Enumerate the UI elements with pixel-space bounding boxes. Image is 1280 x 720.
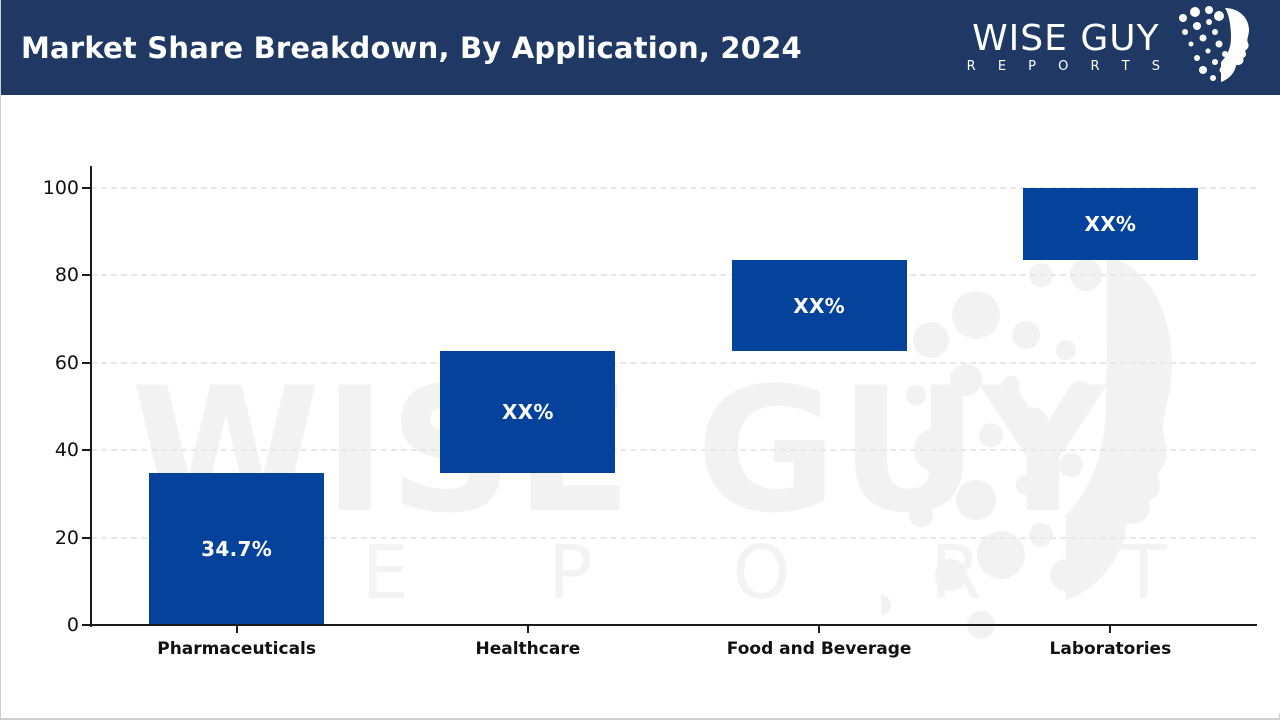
- gridline-80: [91, 274, 1256, 276]
- x-axis-tick: [1109, 626, 1112, 633]
- y-axis-tick-60: [82, 361, 90, 364]
- bar-value-label: XX%: [1084, 211, 1137, 236]
- y-axis-tick-0: [82, 624, 90, 626]
- bar-value-label: 34.7%: [201, 537, 273, 562]
- x-axis-category-label-text: Healthcare: [475, 639, 581, 659]
- x-axis-tick: [526, 626, 529, 633]
- bar-value-label: XX%: [793, 293, 846, 318]
- header-bar: Market Share Breakdown, By Application, …: [1, 0, 1280, 95]
- y-axis-tick-40: [82, 449, 90, 451]
- gridline-40: [91, 449, 1256, 451]
- brand-logo-name: WISE GUY: [972, 18, 1160, 59]
- gridline-20: [91, 536, 1256, 539]
- y-axis-tick-label-text: 0: [66, 614, 79, 636]
- y-axis-tick-label-text: 80: [54, 264, 79, 286]
- y-axis-tick-label: 40: [29, 439, 79, 461]
- x-axis-category-label-text: Pharmaceuticals: [157, 639, 316, 659]
- dotted-head-profile-icon: [1175, 4, 1253, 92]
- gridline-100: [91, 186, 1256, 189]
- x-axis-category-label: Healthcare: [378, 639, 678, 659]
- y-axis-tick-100: [82, 186, 90, 189]
- x-axis-category-label-text: Laboratories: [1049, 639, 1172, 659]
- bar-healthcare: XX%: [440, 351, 616, 474]
- y-axis-tick-label-text: 40: [54, 439, 79, 461]
- brand-logo-text: WISE GUY R E P O R T S: [963, 18, 1169, 75]
- x-axis-tick: [235, 626, 238, 633]
- chart-canvas: WISE GUY R E P O R T S 02040608010034.7%…: [1, 95, 1280, 713]
- y-axis-line: [90, 165, 92, 627]
- brand-logo-subtitle: R E P O R T S: [966, 59, 1169, 74]
- y-axis-tick-80: [82, 274, 90, 276]
- gridline-60: [91, 361, 1256, 364]
- bar-laboratories: XX%: [1022, 187, 1198, 261]
- y-axis-tick-label: 80: [29, 264, 79, 286]
- y-axis-tick-label: 20: [29, 527, 79, 549]
- bar-food-and-beverage: XX%: [731, 260, 907, 352]
- x-axis-line: [90, 624, 1257, 626]
- brand-logo: WISE GUY R E P O R T S: [963, 4, 1253, 92]
- y-axis-tick-label: 100: [29, 177, 79, 199]
- y-axis-tick-label: 60: [29, 352, 79, 374]
- x-axis-category-label-text: Food and Beverage: [726, 639, 912, 659]
- y-axis-tick-label-text: 60: [54, 351, 79, 374]
- y-axis-tick-label-text: 100: [42, 176, 79, 199]
- x-axis-category-label: Food and Beverage: [669, 639, 969, 659]
- bar-pharmaceuticals: 34.7%: [149, 473, 325, 625]
- x-axis-category-label: Laboratories: [960, 639, 1260, 659]
- y-axis-tick-20: [82, 536, 90, 539]
- watermark-head-icon: [871, 215, 1181, 659]
- x-axis-tick: [818, 626, 821, 633]
- bar-value-label: XX%: [501, 400, 554, 425]
- y-axis-tick-label-text: 20: [54, 526, 79, 549]
- chart-title: Market Share Breakdown, By Application, …: [21, 30, 802, 65]
- x-axis-category-label: Pharmaceuticals: [87, 639, 387, 659]
- y-axis-tick-label: 0: [29, 614, 79, 636]
